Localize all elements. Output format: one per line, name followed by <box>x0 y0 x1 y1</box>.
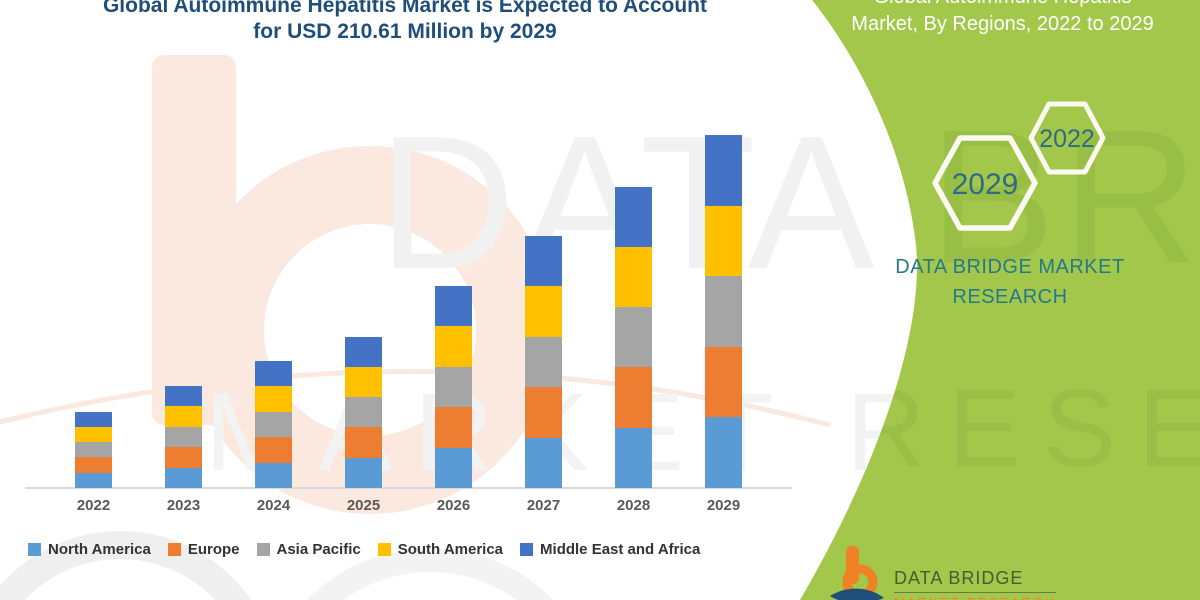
bar-segment <box>345 366 382 398</box>
side-panel-heading-line-1: Global Autoimmune Hepatitis <box>805 0 1200 11</box>
bar-segment <box>615 367 652 428</box>
bar-segment <box>705 135 742 206</box>
bar-segment <box>165 386 202 407</box>
x-axis-label: 2027 <box>526 497 561 514</box>
legend-swatch <box>28 542 41 556</box>
bar-stack-2025 <box>345 336 382 488</box>
legend-swatch <box>377 542 391 556</box>
x-axis-label: 2022 <box>76 497 111 514</box>
footer-logo-line-2: MARKET RESEARCH <box>894 596 1056 600</box>
legend-item: Middle East and Africa <box>520 541 700 558</box>
bar-segment <box>615 307 652 368</box>
bar-segment <box>75 426 112 443</box>
bar-segment <box>165 426 202 448</box>
bar-segment <box>525 437 562 488</box>
bar-segment <box>435 366 472 408</box>
bar-segment <box>255 386 292 412</box>
bar-segment <box>255 437 292 463</box>
bar-stack-2028 <box>615 186 652 488</box>
bar-stack-2024 <box>255 360 292 488</box>
bar-segment <box>705 276 742 347</box>
bar-segment <box>435 447 472 488</box>
side-panel-heading-line-2: Market, By Regions, 2022 to 2029 <box>851 13 1154 35</box>
legend-swatch <box>256 542 270 556</box>
legend-item: Europe <box>167 540 240 558</box>
x-axis-label: 2029 <box>706 497 741 514</box>
bar-segment <box>165 467 202 488</box>
bar-segment <box>435 326 472 367</box>
bar-segment <box>615 246 652 308</box>
hexagon-2022-label: 2022 <box>1039 125 1095 153</box>
side-panel-heading: Global Autoimmune Hepatitis Market, By R… <box>805 0 1200 38</box>
panel-wordmark-line-2: RESEARCH <box>952 286 1068 308</box>
bar-stack-2029 <box>705 135 742 488</box>
bar-stack-2023 <box>165 386 202 488</box>
bar-segment <box>705 346 742 418</box>
bar-stack-2027 <box>525 235 562 488</box>
legend-label: South America <box>397 540 504 558</box>
panel-wordmark-line-1: DATA BRIDGE MARKET <box>895 256 1125 278</box>
footer-logo: DATA BRIDGE MARKET RESEARCH <box>830 546 1057 600</box>
bar-segment <box>525 336 562 387</box>
bar-segment <box>435 286 472 327</box>
bar-segment <box>345 457 382 488</box>
chart-title-line-1: Global Autoimmune Hepatitis Market is Ex… <box>102 0 708 17</box>
chart-legend: North America Europe Asia Pacific South Ame… <box>28 538 700 560</box>
chart-title: Global Autoimmune Hepatitis Market is Ex… <box>40 0 770 45</box>
legend-label: Asia Pacific <box>276 540 361 558</box>
bar-segment <box>345 427 382 458</box>
bar-segment <box>525 286 562 337</box>
bar-segment <box>435 407 472 448</box>
x-axis-line <box>25 487 792 489</box>
hexagon-2029-label: 2029 <box>952 168 1019 201</box>
bar-stack-2022 <box>75 411 112 488</box>
x-axis-label: 2028 <box>616 497 651 514</box>
x-axis-label: 2024 <box>256 497 291 514</box>
bar-segment <box>255 462 292 488</box>
bar-segment <box>525 235 562 286</box>
chart-title-line-2: for USD 210.61 Million by 2029 <box>253 20 557 43</box>
bar-segment <box>525 387 562 438</box>
x-axis-label: 2023 <box>166 497 201 514</box>
legend-swatch <box>167 542 181 556</box>
bar-segment <box>705 417 742 488</box>
legend-item: South America <box>377 540 504 558</box>
footer-logo-text: DATA BRIDGE MARKET RESEARCH <box>894 568 1057 600</box>
x-axis-label: 2025 <box>346 497 381 514</box>
legend-label: Europe <box>187 540 240 558</box>
legend-swatch <box>520 542 534 556</box>
legend-label: Middle East and Africa <box>540 540 701 558</box>
bar-segment <box>345 336 382 367</box>
legend-item: Asia Pacific <box>256 540 361 558</box>
legend-item: North America <box>28 541 151 558</box>
bar-segment <box>75 457 112 473</box>
bar-segment <box>255 411 292 437</box>
bar-segment <box>705 205 742 277</box>
bar-segment <box>165 447 202 468</box>
bar-segment <box>255 360 292 386</box>
data-bridge-b-icon <box>830 546 884 600</box>
bar-stack-2026 <box>435 286 472 488</box>
x-axis-label: 2026 <box>436 497 471 514</box>
bar-segment <box>75 442 112 458</box>
panel-wordmark: DATA BRIDGE MARKET RESEARCH <box>855 252 1165 312</box>
bar-segment <box>165 406 202 427</box>
bar-segment <box>75 472 112 488</box>
footer-logo-line-1: DATA BRIDGE <box>894 568 1057 593</box>
bar-segment <box>615 186 652 247</box>
bar-segment <box>345 397 382 428</box>
year-hexagons: 2029 2022 <box>932 101 1106 231</box>
bar-segment <box>75 411 112 427</box>
legend-label: North America <box>48 540 151 558</box>
bar-segment <box>615 427 652 488</box>
